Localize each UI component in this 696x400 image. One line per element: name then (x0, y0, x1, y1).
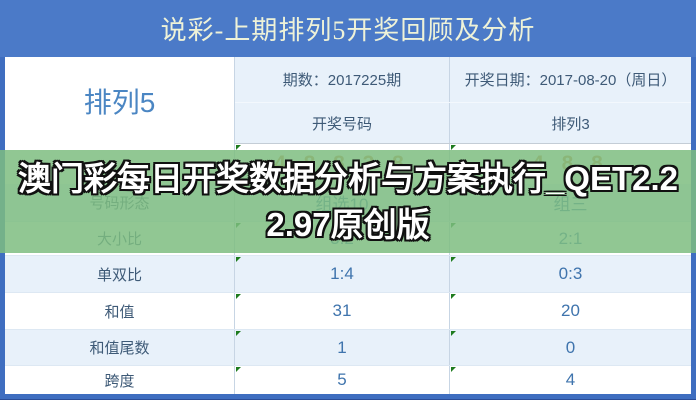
row-label: 跨度 (5, 366, 235, 394)
cell-corner-marker (236, 257, 241, 262)
p3-value: 0 (565, 337, 576, 357)
row-label: 单双比 (5, 256, 235, 292)
header-right: 期数：2017225期 开奖日期：2017-08-20（周日） 开奖号码 排列3 (235, 57, 691, 144)
p3-value: 20 (561, 301, 580, 320)
title-bar: 说彩-上期排列5开奖回顾及分析 (0, 0, 696, 57)
table-row-sum-tail: 和值尾数 1 0 (5, 330, 691, 366)
p5-value: 5 (337, 370, 347, 389)
p3-value-cell: 0 (450, 330, 691, 365)
page-title: 说彩-上期排列5开奖回顾及分析 (160, 16, 536, 45)
p5-value-cell: 5 (235, 366, 450, 394)
cell-corner-marker (236, 331, 241, 336)
p3-value: 4 (565, 370, 576, 389)
row-label: 和值 (5, 293, 235, 329)
period-cell: 期数：2017225期 (235, 57, 450, 102)
draw-date-cell: 开奖日期：2017-08-20（周日） (464, 72, 677, 89)
table-row-sum: 和值 31 20 (5, 293, 691, 330)
cell-corner-marker (236, 294, 241, 299)
cell-corner-marker (451, 145, 456, 150)
cell-corner-marker (236, 367, 241, 372)
cell-corner-marker (451, 367, 456, 372)
watermark-text-line2: 2.97原创版 (266, 205, 430, 243)
period-row: 期数：2017225期 开奖日期：2017-08-20（周日） (235, 57, 691, 103)
p5-value: 31 (332, 301, 352, 320)
watermark-text-line1: 澳门彩每日开奖数据分析与方案执行_QET2.2 (17, 159, 679, 197)
game-name-label: 排列5 (83, 86, 156, 118)
draw-number-header: 开奖号码 (235, 103, 450, 143)
cell-corner-marker (451, 257, 456, 262)
p3-value-cell: 0:3 (450, 256, 691, 292)
p5-value-cell: 1 (235, 330, 450, 365)
watermark-banner: 澳门彩每日开奖数据分析与方案执行_QET2.2 2.97原创版 (0, 150, 696, 253)
cell-corner-marker (451, 294, 456, 299)
column-header-row: 开奖号码 排列3 (235, 103, 691, 144)
p3-value-cell: 20 (450, 293, 691, 329)
cell-corner-marker (451, 331, 456, 336)
p5-value-cell: 1:4 (235, 256, 450, 292)
cell-corner-marker (236, 145, 241, 150)
p3-value-cell: 4 (450, 366, 691, 394)
p5-value: 1 (337, 337, 347, 357)
row-label: 和值尾数 (5, 330, 235, 365)
table-row-span: 跨度 5 4 (5, 366, 691, 394)
p3-value: 0:3 (558, 264, 583, 283)
game-name-cell: 排列5 (5, 57, 235, 144)
p5-value: 1:4 (330, 264, 354, 283)
p5-value-cell: 31 (235, 293, 450, 329)
pailie3-header: 排列3 (551, 115, 590, 133)
table-header-block: 排列5 期数：2017225期 开奖日期：2017-08-20（周日） 开奖号码… (5, 57, 691, 144)
table-row-odd-even-ratio: 单双比 1:4 0:3 (5, 256, 691, 293)
